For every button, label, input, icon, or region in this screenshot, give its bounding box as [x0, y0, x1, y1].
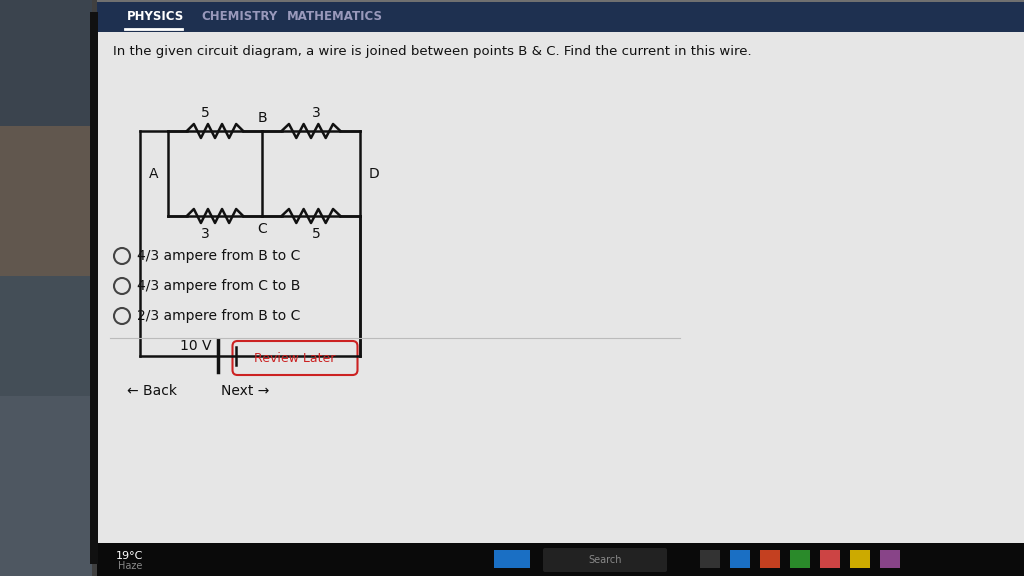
Text: Review Later: Review Later: [254, 351, 336, 365]
Text: MATHEMATICS: MATHEMATICS: [287, 10, 383, 24]
Text: Haze: Haze: [118, 561, 142, 571]
Text: 5: 5: [201, 106, 209, 120]
Text: In the given circuit diagram, a wire is joined between points B & C. Find the cu: In the given circuit diagram, a wire is …: [113, 46, 752, 59]
Text: 3: 3: [311, 106, 321, 120]
FancyBboxPatch shape: [97, 2, 1024, 32]
FancyBboxPatch shape: [0, 126, 92, 276]
FancyBboxPatch shape: [97, 12, 1024, 562]
FancyBboxPatch shape: [543, 548, 667, 572]
Text: PHYSICS: PHYSICS: [126, 10, 183, 24]
FancyBboxPatch shape: [232, 341, 357, 375]
FancyBboxPatch shape: [760, 550, 780, 568]
Text: 4/3 ampere from C to B: 4/3 ampere from C to B: [137, 279, 300, 293]
FancyBboxPatch shape: [700, 550, 720, 568]
FancyBboxPatch shape: [880, 550, 900, 568]
Text: 19°C: 19°C: [117, 551, 143, 561]
Text: CHEMISTRY: CHEMISTRY: [202, 10, 279, 24]
Text: 10 V: 10 V: [180, 339, 212, 353]
FancyBboxPatch shape: [0, 276, 92, 396]
FancyBboxPatch shape: [790, 550, 810, 568]
Text: C: C: [257, 222, 267, 236]
Text: 2/3 ampere from B to C: 2/3 ampere from B to C: [137, 309, 300, 323]
Text: 5: 5: [311, 227, 321, 241]
Text: B: B: [257, 111, 267, 125]
Text: Next →: Next →: [221, 384, 269, 398]
Text: 4/3 ampere from B to C: 4/3 ampere from B to C: [137, 249, 300, 263]
FancyBboxPatch shape: [0, 0, 92, 576]
FancyBboxPatch shape: [730, 550, 750, 568]
FancyBboxPatch shape: [0, 0, 92, 126]
FancyBboxPatch shape: [0, 0, 97, 576]
FancyBboxPatch shape: [850, 550, 870, 568]
FancyBboxPatch shape: [97, 543, 1024, 576]
FancyBboxPatch shape: [90, 12, 97, 564]
FancyBboxPatch shape: [0, 396, 92, 576]
Text: 3: 3: [201, 227, 209, 241]
FancyBboxPatch shape: [90, 12, 98, 564]
Text: A: A: [150, 166, 159, 180]
FancyBboxPatch shape: [97, 14, 1024, 544]
Text: D: D: [369, 166, 379, 180]
Text: ← Back: ← Back: [127, 384, 177, 398]
FancyBboxPatch shape: [820, 550, 840, 568]
Text: Search: Search: [588, 555, 622, 565]
FancyBboxPatch shape: [494, 550, 530, 568]
